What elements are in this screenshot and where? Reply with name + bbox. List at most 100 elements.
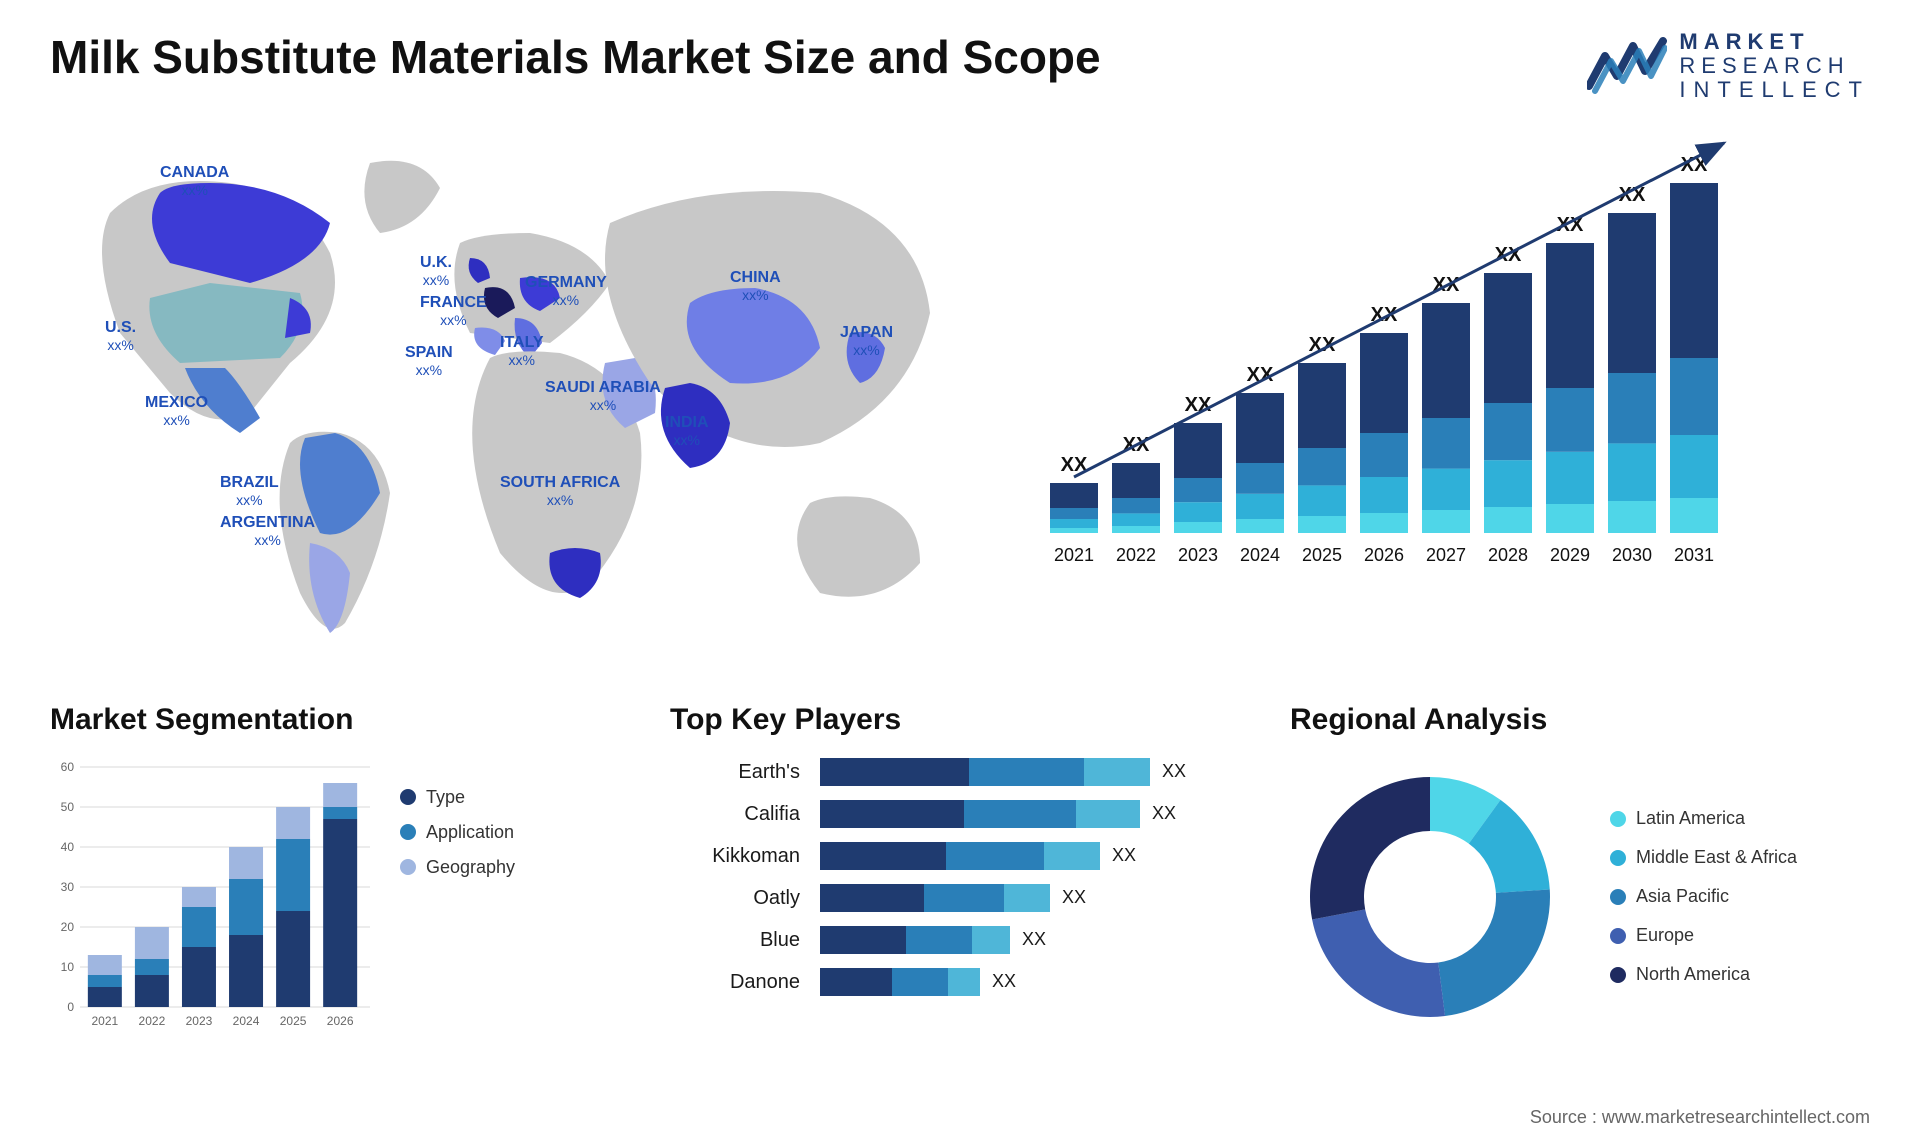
player-bar-seg: [964, 800, 1076, 828]
map-country: SOUTH AFRICA: [500, 474, 620, 491]
logo-line1: MARKET: [1679, 30, 1870, 54]
donut-svg: [1290, 757, 1570, 1037]
player-bar-row: XX: [820, 757, 1250, 787]
map-pct: xx%: [525, 292, 607, 309]
player-bar-seg: [892, 968, 948, 996]
player-bar-seg: [820, 800, 964, 828]
player-bar-row: XX: [820, 883, 1250, 913]
map-pct: xx%: [840, 342, 893, 359]
player-bars-col: XXXXXXXXXXXX: [820, 757, 1250, 1001]
player-bar-seg: [820, 968, 892, 996]
map-label: GERMANYxx%: [525, 273, 607, 309]
legend-item: Geography: [400, 857, 515, 878]
player-value-label: XX: [1162, 761, 1186, 782]
map-country: ITALY: [500, 334, 544, 351]
legend-swatch: [400, 789, 416, 805]
player-name: Kikkoman: [670, 845, 800, 875]
brand-logo: MARKET RESEARCH INTELLECT: [1587, 30, 1870, 103]
map-label: FRANCExx%: [420, 293, 487, 329]
map-country: ARGENTINA: [220, 514, 315, 531]
legend-item: North America: [1610, 964, 1797, 985]
player-bar-seg: [820, 758, 969, 786]
market-size-bar-chart: XX2021XX2022XX2023XX2024XX2025XX2026XX20…: [1030, 133, 1870, 653]
logo-line3: INTELLECT: [1679, 78, 1870, 102]
map-country: CANADA: [160, 164, 229, 181]
svg-text:2026: 2026: [327, 1014, 354, 1028]
player-bar-seg: [1076, 800, 1140, 828]
legend-label: Application: [426, 822, 514, 843]
svg-text:10: 10: [61, 960, 75, 974]
map-pct: xx%: [545, 397, 661, 414]
player-bar: [820, 842, 1100, 870]
svg-text:2023: 2023: [186, 1014, 213, 1028]
map-label: MEXICOxx%: [145, 393, 208, 429]
svg-text:30: 30: [61, 880, 75, 894]
legend-swatch: [400, 824, 416, 840]
player-bar-seg: [906, 926, 973, 954]
top-row: CANADAxx%U.S.xx%MEXICOxx%BRAZILxx%ARGENT…: [50, 133, 1870, 653]
player-bar: [820, 926, 1010, 954]
legend-item: Middle East & Africa: [1610, 847, 1797, 868]
map-pct: xx%: [220, 532, 315, 549]
map-pct: xx%: [220, 492, 279, 509]
player-bar-row: XX: [820, 841, 1250, 871]
segmentation-title: Market Segmentation: [50, 703, 630, 737]
legend-swatch: [1610, 889, 1626, 905]
player-bar-seg: [946, 842, 1044, 870]
map-country: GERMANY: [525, 274, 607, 291]
player-name: Califia: [670, 803, 800, 833]
svg-text:2029: 2029: [1550, 545, 1590, 565]
svg-text:50: 50: [61, 800, 75, 814]
legend-swatch: [1610, 850, 1626, 866]
map-pct: xx%: [145, 412, 208, 429]
legend-label: Geography: [426, 857, 515, 878]
map-label: INDIAxx%: [665, 413, 709, 449]
svg-text:60: 60: [61, 760, 75, 774]
map-pct: xx%: [730, 287, 781, 304]
map-country: JAPAN: [840, 324, 893, 341]
legend-label: North America: [1636, 964, 1750, 985]
map-pct: xx%: [405, 362, 453, 379]
world-map-chart: CANADAxx%U.S.xx%MEXICOxx%BRAZILxx%ARGENT…: [50, 133, 970, 653]
page-title: Milk Substitute Materials Market Size an…: [50, 30, 1101, 84]
map-pct: xx%: [105, 337, 136, 354]
map-country: INDIA: [665, 414, 709, 431]
legend-item: Latin America: [1610, 808, 1797, 829]
legend-label: Asia Pacific: [1636, 886, 1729, 907]
segmentation-chart: 0102030405060202120222023202420252026 Ty…: [50, 757, 630, 1037]
player-bar-seg: [1084, 758, 1150, 786]
map-pct: xx%: [500, 352, 544, 369]
map-label: CANADAxx%: [160, 163, 229, 199]
players-chart: Earth'sCalifiaKikkomanOatlyBlueDanone XX…: [670, 757, 1250, 1001]
svg-text:2024: 2024: [1240, 545, 1280, 565]
regional-panel: Regional Analysis Latin AmericaMiddle Ea…: [1290, 703, 1870, 1037]
map-label: ITALYxx%: [500, 333, 544, 369]
map-label: SOUTH AFRICAxx%: [500, 473, 620, 509]
legend-swatch: [1610, 811, 1626, 827]
svg-text:2023: 2023: [1178, 545, 1218, 565]
logo-text: MARKET RESEARCH INTELLECT: [1679, 30, 1870, 103]
map-country: U.K.: [420, 254, 452, 271]
player-bar-seg: [820, 842, 946, 870]
player-bar-seg: [820, 926, 906, 954]
header: Milk Substitute Materials Market Size an…: [50, 30, 1870, 103]
legend-swatch: [1610, 928, 1626, 944]
legend-label: Type: [426, 787, 465, 808]
player-value-label: XX: [1152, 803, 1176, 824]
player-name: Danone: [670, 971, 800, 1001]
legend-item: Application: [400, 822, 515, 843]
map-country: SPAIN: [405, 344, 453, 361]
svg-text:2024: 2024: [233, 1014, 260, 1028]
legend-swatch: [400, 859, 416, 875]
map-country: FRANCE: [420, 294, 487, 311]
map-label: BRAZILxx%: [220, 473, 279, 509]
segmentation-panel: Market Segmentation 01020304050602021202…: [50, 703, 630, 1037]
svg-text:2028: 2028: [1488, 545, 1528, 565]
player-bar-seg: [1044, 842, 1100, 870]
map-pct: xx%: [420, 272, 452, 289]
player-names-col: Earth'sCalifiaKikkomanOatlyBlueDanone: [670, 757, 800, 1001]
svg-text:2025: 2025: [1302, 545, 1342, 565]
player-bar-seg: [820, 884, 924, 912]
player-name: Oatly: [670, 887, 800, 917]
svg-text:0: 0: [67, 1000, 74, 1014]
